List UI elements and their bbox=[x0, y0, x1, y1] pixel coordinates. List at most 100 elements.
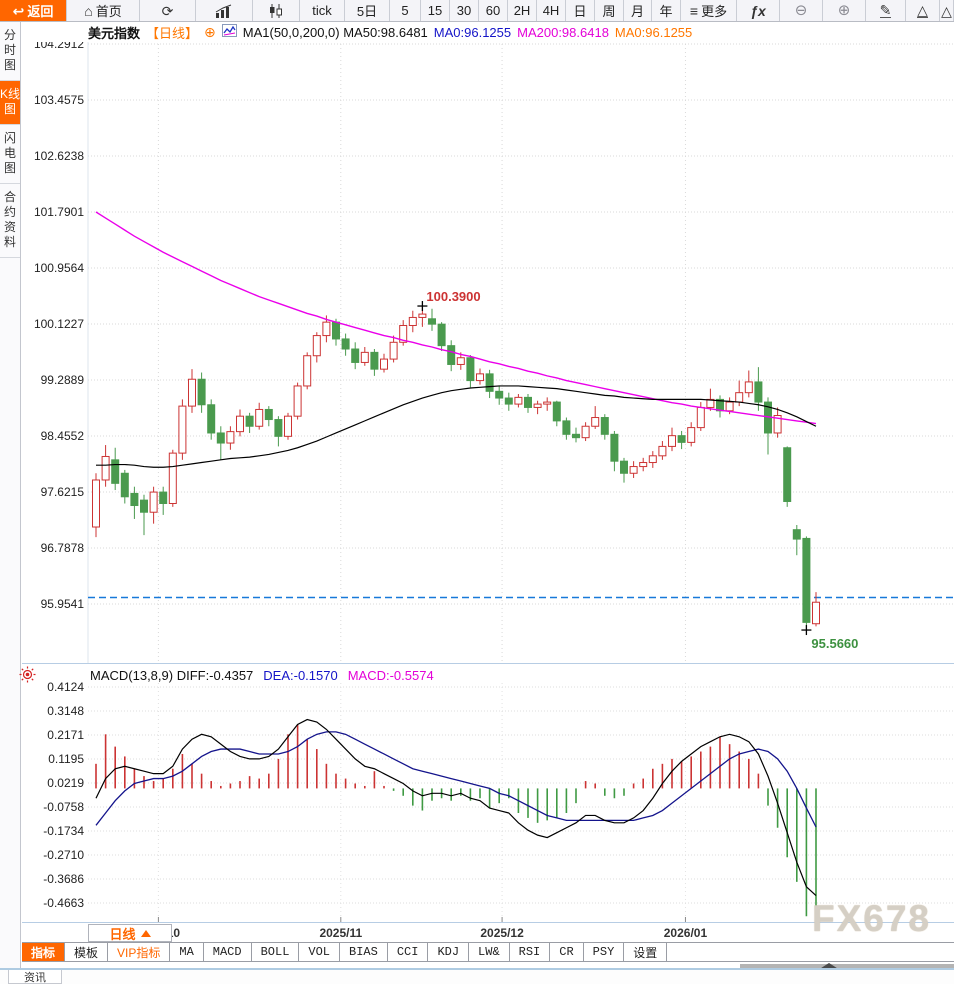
indicator-tab-macd[interactable]: MACD bbox=[204, 943, 252, 961]
indicator-tab-vol[interactable]: VOL bbox=[299, 943, 341, 961]
svg-text:100.1227: 100.1227 bbox=[34, 317, 84, 331]
period-selector-button[interactable]: 日线 bbox=[88, 924, 172, 942]
svg-text:0.2171: 0.2171 bbox=[47, 728, 84, 742]
sidebar-tab-kline-chart[interactable]: K线图 bbox=[0, 81, 20, 125]
ma0-value-orange: MA0:96.1255 bbox=[614, 24, 693, 40]
toolbar-period-60[interactable]: 60 bbox=[479, 0, 508, 21]
indicator-tab-boll[interactable]: BOLL bbox=[252, 943, 300, 961]
mini-chart-icon[interactable] bbox=[221, 24, 237, 40]
indicator-tab-kdj[interactable]: KDJ bbox=[428, 943, 470, 961]
candlestick-icon bbox=[270, 3, 282, 18]
toolbar-period-4h[interactable]: 4H bbox=[537, 0, 566, 21]
sidebar-tab-lightning-chart[interactable]: 闪电图 bbox=[0, 125, 20, 184]
toolbar-period-tick[interactable]: tick bbox=[300, 0, 345, 21]
toolbar-bar-chart-button[interactable] bbox=[196, 0, 253, 21]
svg-text:99.2889: 99.2889 bbox=[41, 373, 85, 387]
svg-text:0.1195: 0.1195 bbox=[48, 752, 84, 766]
svg-text:100.9564: 100.9564 bbox=[34, 261, 84, 275]
back-icon: ↩ bbox=[12, 2, 25, 19]
svg-text:-0.0758: -0.0758 bbox=[43, 800, 84, 814]
x-axis-label: 2025/11 bbox=[319, 926, 363, 940]
toolbar-period-2h-label: 2H bbox=[513, 3, 531, 18]
indicator-tab-lw&[interactable]: LW& bbox=[469, 943, 510, 961]
indicator-tab-bias[interactable]: BIAS bbox=[340, 943, 388, 961]
toolbar-period-day-label: 日 bbox=[573, 4, 587, 19]
price-chart[interactable]: 104.2912 103.4575 102.6238 101.7901 100.9564… bbox=[22, 42, 954, 666]
toolbar-period-tick-label: tick bbox=[312, 3, 332, 18]
triangle-icon: △ bbox=[917, 2, 928, 18]
sidebar-tab-time-chart[interactable]: 分时图 bbox=[0, 22, 20, 81]
svg-text:100.3900: 100.3900 bbox=[426, 289, 480, 304]
toolbar-period-4h-label: 4H bbox=[542, 3, 560, 18]
toolbar-draw-pencil-button[interactable]: ✎ bbox=[866, 0, 906, 21]
symbol-name: 美元指数 bbox=[88, 25, 141, 41]
zoom-in-icon: ⊕ bbox=[837, 2, 851, 19]
svg-text:0.0219: 0.0219 bbox=[47, 776, 84, 790]
toolbar-period-month-label: 月 bbox=[630, 4, 644, 19]
indicator-tab-vip指标[interactable]: VIP指标 bbox=[108, 943, 171, 961]
news-tab[interactable]: 资讯 bbox=[8, 970, 62, 984]
indicator-tab-指标[interactable]: 指标 bbox=[22, 943, 66, 961]
period-selector-label: 日线 bbox=[109, 926, 136, 942]
top-toolbar: ↩ 返回 ⌂ 首页 ⟳ tick 5日 5 15 30 60 2H 4H 日周月年 ≡ 更多 ƒx ⊖ ⊕ ✎ △ △ bbox=[0, 0, 954, 22]
x-axis-label: 2026/01 bbox=[663, 926, 708, 940]
toolbar-more-button[interactable]: ≡ 更多 bbox=[681, 0, 737, 21]
indicator-tab-模板[interactable]: 模板 bbox=[65, 943, 109, 961]
toolbar-period-week[interactable]: 周 bbox=[595, 0, 624, 21]
macd-chart[interactable]: 0.4124 0.3148 0.2171 0.1195 0.0219 -0.0758 -0.… bbox=[22, 681, 954, 925]
zoom-out-icon: ⊖ bbox=[794, 2, 808, 19]
toolbar-period-15[interactable]: 15 bbox=[421, 0, 450, 21]
svg-text:-0.3686: -0.3686 bbox=[43, 872, 84, 886]
toolbar-period-30[interactable]: 30 bbox=[450, 0, 479, 21]
indicator-tab-cci[interactable]: CCI bbox=[388, 943, 429, 961]
pencil-icon: ✎ bbox=[879, 2, 892, 18]
toolbar-period-2h[interactable]: 2H bbox=[508, 0, 537, 21]
macd-title: MACD(13,8,9) DIFF:-0.4357 bbox=[90, 667, 254, 683]
toolbar-home-button-label: 首页 bbox=[95, 4, 122, 19]
home-icon: ⌂ bbox=[84, 2, 93, 19]
indicator-tab-ma[interactable]: MA bbox=[170, 943, 204, 961]
indicator-tab-rsi[interactable]: RSI bbox=[510, 943, 551, 961]
toolbar-zoom-in-button[interactable]: ⊕ bbox=[823, 0, 866, 21]
svg-text:101.7901: 101.7901 bbox=[34, 205, 84, 219]
indicator-tab-设置[interactable]: 设置 bbox=[624, 943, 668, 961]
indicator-tabs: 指标 模板 VIP指标 MA MACD BOLL VOL BIAS CCI KDJ LW& RSI CR… bbox=[22, 942, 954, 962]
svg-text:96.7878: 96.7878 bbox=[41, 541, 85, 555]
svg-text:102.6238: 102.6238 bbox=[34, 149, 84, 163]
chart-type-sidebar: 分时图 K线图 闪电图 合约资料 bbox=[0, 22, 21, 970]
svg-text:98.4552: 98.4552 bbox=[41, 429, 85, 443]
toolbar-back-button-label: 返回 bbox=[27, 4, 54, 19]
toolbar-period-15-label: 15 bbox=[427, 3, 443, 18]
toolbar-period-5[interactable]: 5 bbox=[390, 0, 421, 21]
toolbar-period-week-label: 周 bbox=[602, 4, 616, 19]
indicator-settings-sun-icon[interactable] bbox=[19, 666, 36, 688]
toolbar-zoom-out-button[interactable]: ⊖ bbox=[780, 0, 823, 21]
toolbar-period-day[interactable]: 日 bbox=[566, 0, 595, 21]
toolbar-draw-shapes2-button[interactable]: △ bbox=[940, 0, 954, 21]
macd-legend: MACD(13,8,9) DIFF:-0.4357 DEA:-0.1570 MA… bbox=[22, 667, 954, 683]
indicator-tab-psy[interactable]: PSY bbox=[584, 943, 625, 961]
indicator-tab-cr[interactable]: CR bbox=[550, 943, 584, 961]
sidebar-tab-contract-info[interactable]: 合约资料 bbox=[0, 184, 20, 258]
add-indicator-icon[interactable]: ⊕ bbox=[204, 23, 216, 40]
toolbar-candle-chart-button[interactable] bbox=[253, 0, 300, 21]
refresh-icon: ⟳ bbox=[161, 2, 174, 19]
svg-text:-0.2710: -0.2710 bbox=[43, 848, 84, 862]
svg-text:104.2912: 104.2912 bbox=[34, 42, 84, 51]
toolbar-back-button[interactable]: ↩ 返回 bbox=[0, 0, 67, 21]
svg-text:95.9541: 95.9541 bbox=[41, 597, 85, 611]
toolbar-indicator-fx-button[interactable]: ƒx bbox=[737, 0, 780, 21]
toolbar-home-button[interactable]: ⌂ 首页 bbox=[67, 0, 140, 21]
toolbar-period-month[interactable]: 月 bbox=[624, 0, 652, 21]
x-axis-label: 2025/12 bbox=[480, 926, 524, 940]
toolbar-draw-shapes-button[interactable]: △ bbox=[906, 0, 940, 21]
svg-text:95.5660: 95.5660 bbox=[811, 636, 858, 651]
toolbar-period-5d[interactable]: 5日 bbox=[345, 0, 390, 21]
scrollbar-expand-handle[interactable] bbox=[818, 963, 840, 970]
toolbar-period-year[interactable]: 年 bbox=[652, 0, 681, 21]
toolbar-refresh-button[interactable]: ⟳ bbox=[140, 0, 196, 21]
toolbar-period-60-label: 60 bbox=[485, 3, 501, 18]
ma0-value-blue: MA0:96.1255 bbox=[433, 24, 512, 40]
toolbar-period-5-label: 5 bbox=[401, 3, 409, 18]
